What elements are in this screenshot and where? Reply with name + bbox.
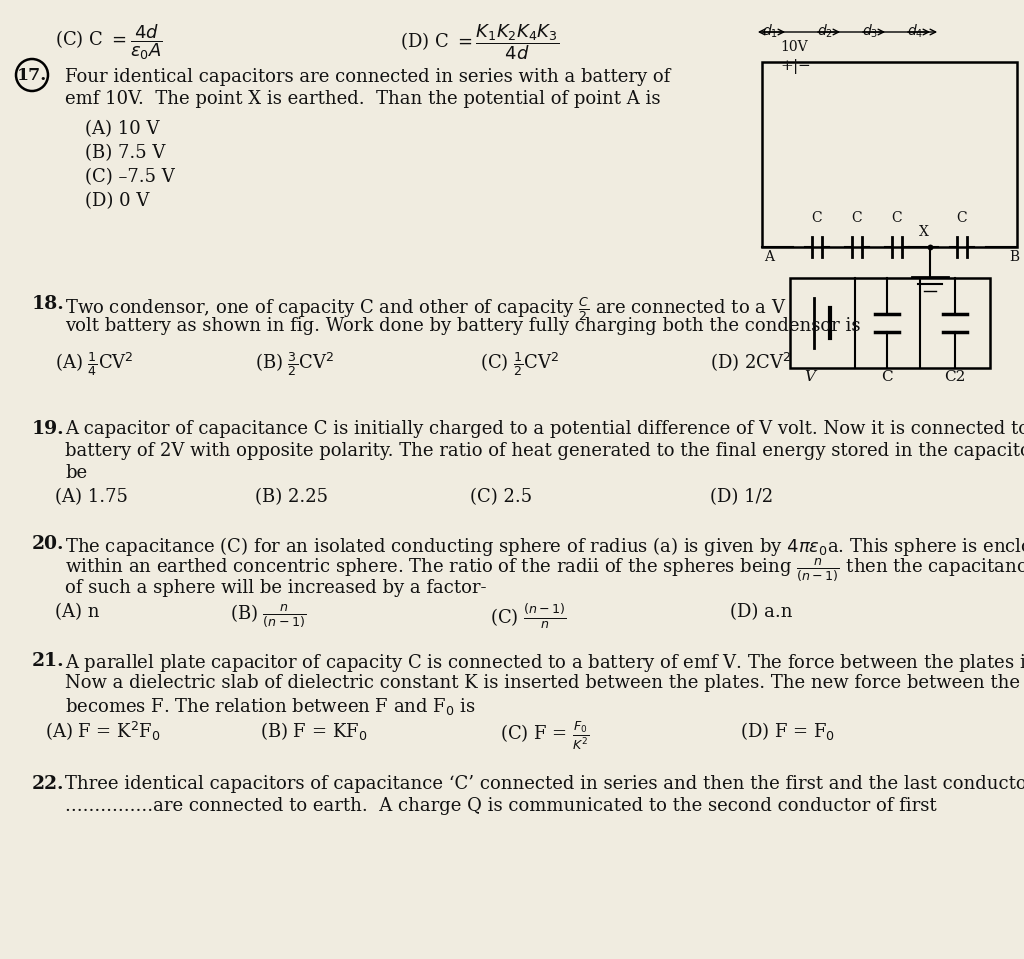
Text: (B) $\frac{3}{2}$CV$^2$: (B) $\frac{3}{2}$CV$^2$	[255, 350, 334, 378]
Text: (C) –7.5 V: (C) –7.5 V	[85, 168, 175, 186]
Text: C: C	[852, 211, 862, 225]
Text: C: C	[882, 370, 893, 384]
Text: (C) F = $\frac{F_0}{K^2}$: (C) F = $\frac{F_0}{K^2}$	[500, 720, 590, 752]
Text: emf 10V.  The point X is earthed.  Than the potential of point A is: emf 10V. The point X is earthed. Than th…	[65, 90, 660, 108]
Text: (D) C $= \dfrac{K_1K_2K_4K_3}{4d}$: (D) C $= \dfrac{K_1K_2K_4K_3}{4d}$	[400, 22, 559, 61]
Bar	[790, 278, 990, 368]
Text: C: C	[812, 211, 822, 225]
Text: X: X	[920, 225, 929, 239]
Text: (D) F = F$_0$: (D) F = F$_0$	[740, 720, 836, 742]
Text: The capacitance (C) for an isolated conducting sphere of radius (a) is given by : The capacitance (C) for an isolated cond…	[65, 535, 1024, 558]
Text: 19.: 19.	[32, 420, 65, 438]
Text: A: A	[764, 250, 774, 264]
Text: (D) a.n: (D) a.n	[730, 603, 793, 621]
Text: ...............are connected to earth.  A charge Q is communicated to the second: ...............are connected to earth. A…	[65, 797, 937, 815]
Text: (B) $\frac{n}{(n-1)}$: (B) $\frac{n}{(n-1)}$	[230, 603, 306, 630]
Text: volt battery as shown in fig. Work done by battery fully charging both the conde: volt battery as shown in fig. Work done …	[65, 317, 860, 335]
Text: (A) n: (A) n	[55, 603, 99, 621]
Text: becomes F. The relation between F and F$_0$ is: becomes F. The relation between F and F$…	[65, 696, 476, 717]
Text: (A) 10 V: (A) 10 V	[85, 120, 160, 138]
Text: 20.: 20.	[32, 535, 65, 553]
Text: (C) $\frac{(n-1)}{n}$: (C) $\frac{(n-1)}{n}$	[490, 603, 567, 631]
Text: $d_1$: $d_1$	[762, 23, 778, 40]
Text: (B) 7.5 V: (B) 7.5 V	[85, 144, 165, 162]
Text: (C) 2.5: (C) 2.5	[470, 488, 532, 506]
Text: (C) C $= \dfrac{4d}{\varepsilon_0 A}$: (C) C $= \dfrac{4d}{\varepsilon_0 A}$	[55, 22, 163, 61]
Text: (D) 1/2: (D) 1/2	[710, 488, 773, 506]
Text: Two condensor, one of capacity C and other of capacity $\frac{C}{2}$ are connect: Two condensor, one of capacity C and oth…	[65, 295, 786, 323]
Text: (A) $\frac{1}{4}$CV$^2$: (A) $\frac{1}{4}$CV$^2$	[55, 350, 134, 378]
Text: Four identical capacitors are connected in series with a battery of: Four identical capacitors are connected …	[65, 68, 671, 86]
Text: within an earthed concentric sphere. The ratio of the radii of the spheres being: within an earthed concentric sphere. The…	[65, 557, 1024, 584]
Text: A parallel plate capacitor of capacity C is connected to a battery of emf V. The: A parallel plate capacitor of capacity C…	[65, 652, 1024, 674]
Text: $d_4$: $d_4$	[907, 23, 924, 40]
Text: (D) 2CV$^2$: (D) 2CV$^2$	[710, 350, 792, 373]
Text: of such a sphere will be increased by a factor-: of such a sphere will be increased by a …	[65, 579, 486, 597]
Text: (B) 2.25: (B) 2.25	[255, 488, 328, 506]
Text: $d_3$: $d_3$	[862, 23, 879, 40]
Text: V: V	[805, 370, 815, 384]
Text: (D) 0 V: (D) 0 V	[85, 192, 150, 210]
Text: 22.: 22.	[32, 775, 65, 793]
Text: Now a dielectric slab of dielectric constant K is inserted between the plates. T: Now a dielectric slab of dielectric cons…	[65, 674, 1024, 692]
Text: (B) F = KF$_0$: (B) F = KF$_0$	[260, 720, 368, 742]
Bar	[762, 62, 1017, 247]
Text: C: C	[956, 211, 968, 225]
Text: 10V: 10V	[780, 40, 808, 54]
Text: $d_2$: $d_2$	[817, 23, 834, 40]
Text: C: C	[892, 211, 902, 225]
Text: 21.: 21.	[32, 652, 65, 670]
Text: C2: C2	[944, 370, 966, 384]
Text: (A) F = K$^2$F$_0$: (A) F = K$^2$F$_0$	[45, 720, 161, 743]
Text: 17.: 17.	[16, 66, 47, 83]
Text: A capacitor of capacitance C is initially charged to a potential difference of V: A capacitor of capacitance C is initiall…	[65, 420, 1024, 438]
Text: (C) $\frac{1}{2}$CV$^2$: (C) $\frac{1}{2}$CV$^2$	[480, 350, 559, 378]
Text: 18.: 18.	[32, 295, 65, 313]
Text: +|$-$: +|$-$	[780, 57, 811, 76]
Text: Three identical capacitors of capacitance ‘C’ connected in series and then the f: Three identical capacitors of capacitanc…	[65, 775, 1024, 793]
Text: battery of 2V with opposite polarity. The ratio of heat generated to the final e: battery of 2V with opposite polarity. Th…	[65, 442, 1024, 460]
Text: (A) 1.75: (A) 1.75	[55, 488, 128, 506]
Text: B: B	[1009, 250, 1019, 264]
Text: be: be	[65, 464, 87, 482]
